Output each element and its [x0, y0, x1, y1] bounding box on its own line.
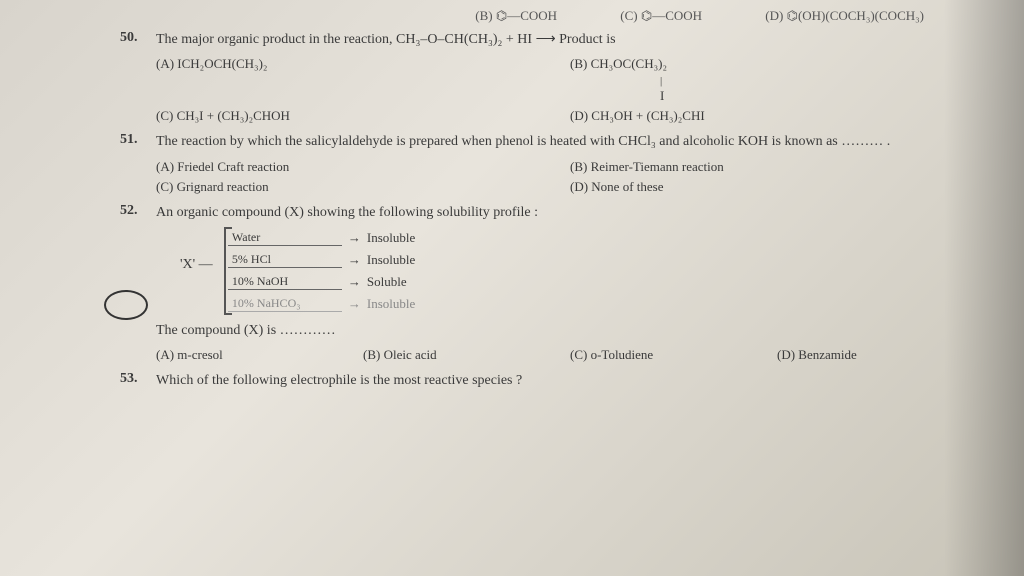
q52-arrow-3: 10% NaHCO₃ → Insoluble	[228, 293, 415, 315]
q52-opt-a: (A) m-cresol	[156, 345, 363, 365]
arrow-icon: →	[348, 274, 361, 290]
q50-text: The major organic product in the reactio…	[156, 30, 984, 50]
q52-bracket: Water → Insoluble 5% HCl → Insoluble 10%…	[224, 227, 415, 315]
q50-opt-a: (A) ICH₂OCH(CH₃)₂	[156, 54, 570, 106]
q51-text: The reaction by which the salicylaldehyd…	[156, 132, 984, 152]
q52-arrow-0: Water → Insoluble	[228, 227, 415, 249]
prev-opt-c: (C) ⌬—COOH	[620, 8, 702, 23]
q53-text: Which of the following electrophile is t…	[156, 371, 984, 391]
q52-arrow-1-label: 5% HCl	[228, 252, 342, 268]
q52-arrow-1-result: Insoluble	[367, 252, 415, 268]
q52-tail-text: The compound (X) is …………	[156, 321, 984, 341]
q52-x-label: 'X' —	[180, 257, 213, 273]
prev-opt-d: (D) ⌬(OH)(COCH₃)(COCH₃)	[765, 8, 924, 23]
q52-opt-b: (B) Oleic acid	[363, 345, 570, 365]
prev-question-fragment: (B) ⌬—COOH (C) ⌬—COOH (D) ⌬(OH)(COCH₃)(C…	[120, 8, 984, 24]
question-51: 51. The reaction by which the salicylald…	[120, 132, 984, 152]
q52-arrow-3-result: Insoluble	[367, 296, 415, 312]
question-50: 50. The major organic product in the rea…	[120, 30, 984, 50]
question-53: 53. Which of the following electrophile …	[120, 371, 984, 391]
q52-solubility-diagram: 'X' — Water → Insoluble 5% HCl → Insolub…	[180, 227, 984, 315]
q50-opt-c: (C) CH₃I + (CH₃)₂CHOH	[156, 106, 570, 126]
q50-number: 50.	[120, 30, 156, 50]
q52-opt-c: (C) o-Toludiene	[570, 345, 777, 365]
q52-number: 52.	[120, 203, 156, 223]
arrow-icon: →	[348, 230, 361, 246]
q52-arrow-0-label: Water	[228, 230, 342, 246]
exam-page: (B) ⌬—COOH (C) ⌬—COOH (D) ⌬(OH)(COCH₃)(C…	[0, 0, 1024, 576]
q51-options: (A) Friedel Craft reaction (B) Reimer-Ti…	[156, 157, 984, 197]
q53-number: 53.	[120, 371, 156, 391]
q51-opt-d: (D) None of these	[570, 177, 984, 197]
arrow-icon: →	[348, 252, 361, 268]
arrow-icon: →	[348, 296, 361, 312]
q51-opt-b: (B) Reimer-Tiemann reaction	[570, 157, 984, 177]
q52-arrow-0-result: Insoluble	[367, 230, 415, 246]
q52-circle-mark	[104, 290, 148, 320]
q52-options: (A) m-cresol (B) Oleic acid (C) o-Toludi…	[156, 345, 984, 365]
q52-arrow-2-label: 10% NaOH	[228, 274, 342, 290]
page-curl-shadow	[944, 0, 1024, 576]
q51-number: 51.	[120, 132, 156, 152]
q52-arrow-2: 10% NaOH → Soluble	[228, 271, 415, 293]
q50-opt-b: (B) CH₃OC(CH₃)₂ | I	[570, 54, 984, 106]
q52-arrow-2-result: Soluble	[367, 274, 407, 290]
q51-opt-a: (A) Friedel Craft reaction	[156, 157, 570, 177]
q52-text: An organic compound (X) showing the foll…	[156, 203, 984, 223]
q51-opt-c: (C) Grignard reaction	[156, 177, 570, 197]
q52-arrow-1: 5% HCl → Insoluble	[228, 249, 415, 271]
q50-options: (A) ICH₂OCH(CH₃)₂ (B) CH₃OC(CH₃)₂ | I (C…	[156, 54, 984, 126]
q50-opt-d: (D) CH₃OH + (CH₃)₂CHI	[570, 106, 984, 126]
q52-tail: The compound (X) is …………	[120, 321, 984, 341]
prev-opt-b: ⌬—COOH	[496, 8, 557, 23]
question-52: 52. An organic compound (X) showing the …	[120, 203, 984, 223]
q52-arrow-3-label: 10% NaHCO₃	[228, 296, 342, 312]
